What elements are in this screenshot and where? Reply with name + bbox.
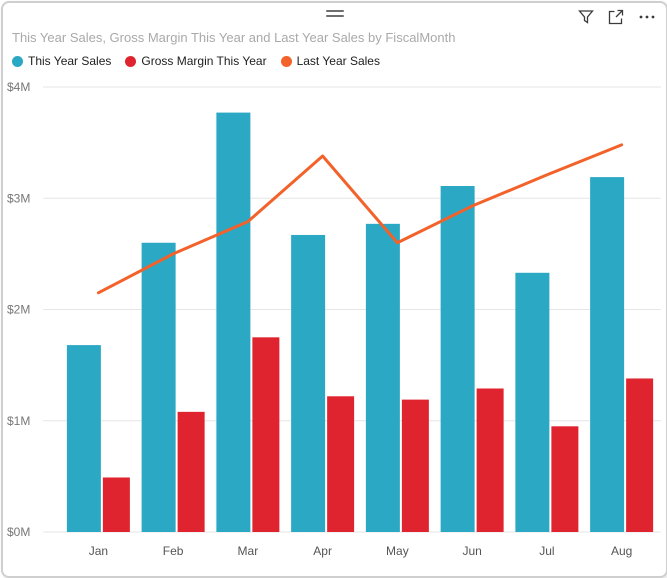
bar-gross-margin-this-year-jan[interactable] xyxy=(102,477,130,532)
visual-title: This Year Sales, Gross Margin This Year … xyxy=(12,30,456,45)
legend-label: This Year Sales xyxy=(28,54,112,68)
y-axis-label: $0M xyxy=(7,525,30,539)
x-axis-label: Aug xyxy=(611,544,632,558)
y-axis-label: $3M xyxy=(7,191,30,205)
y-axis-label: $1M xyxy=(7,414,30,428)
x-axis-label: Apr xyxy=(313,544,332,558)
legend-item-this-year-sales[interactable]: This Year Sales xyxy=(12,54,111,68)
bar-gross-margin-this-year-aug[interactable] xyxy=(626,378,654,532)
bar-this-year-sales-jan[interactable] xyxy=(66,345,101,532)
focus-mode-icon[interactable] xyxy=(608,9,624,25)
bar-this-year-sales-apr[interactable] xyxy=(291,234,326,532)
x-axis-label: Mar xyxy=(238,544,259,558)
bar-this-year-sales-aug[interactable] xyxy=(590,177,625,533)
bar-gross-margin-this-year-jun[interactable] xyxy=(476,388,504,532)
y-axis-label: $4M xyxy=(7,80,30,94)
drag-handle-line xyxy=(325,10,344,12)
bar-this-year-sales-may[interactable] xyxy=(365,223,400,532)
bar-gross-margin-this-year-feb[interactable] xyxy=(177,411,205,532)
bar-gross-margin-this-year-apr[interactable] xyxy=(327,396,355,532)
bar-this-year-sales-mar[interactable] xyxy=(216,112,251,533)
visual-toolbar xyxy=(578,9,656,25)
legend-label: Gross Margin This Year xyxy=(141,54,267,68)
drag-handle-icon[interactable] xyxy=(325,10,344,20)
more-options-icon[interactable] xyxy=(638,9,656,25)
bar-this-year-sales-feb[interactable] xyxy=(141,242,176,532)
y-axis-label: $2M xyxy=(7,303,30,317)
x-axis-label: Feb xyxy=(163,544,184,558)
line-last-year-sales[interactable] xyxy=(96,143,624,295)
x-axis-label: May xyxy=(386,544,409,558)
bar-this-year-sales-jun[interactable] xyxy=(440,186,475,532)
legend-item-gross-margin-this-year[interactable]: Gross Margin This Year xyxy=(125,54,267,68)
legend-item-last-year-sales[interactable]: Last Year Sales xyxy=(280,54,380,68)
filter-icon[interactable] xyxy=(578,9,594,25)
bar-gross-margin-this-year-mar[interactable] xyxy=(252,337,280,532)
x-axis-label: Jul xyxy=(539,544,554,558)
legend-label: Last Year Sales xyxy=(296,54,380,68)
legend-swatch-icon xyxy=(12,55,23,67)
legend-swatch-icon xyxy=(280,55,292,67)
bar-this-year-sales-jul[interactable] xyxy=(515,272,550,532)
bar-gross-margin-this-year-jul[interactable] xyxy=(551,426,579,532)
legend-swatch-icon xyxy=(125,55,137,67)
x-axis-label: Jun xyxy=(462,544,481,558)
legend: This Year Sales Gross Margin This Year L… xyxy=(12,54,657,68)
combo-chart: $0M $1M $2M $3M $4M Jan Feb Mar Apr May Jun Jul Aug xyxy=(7,80,661,558)
bar-gross-margin-this-year-may[interactable] xyxy=(401,399,429,532)
drag-handle-line xyxy=(325,15,344,17)
x-axis-label: Jan xyxy=(89,544,108,558)
